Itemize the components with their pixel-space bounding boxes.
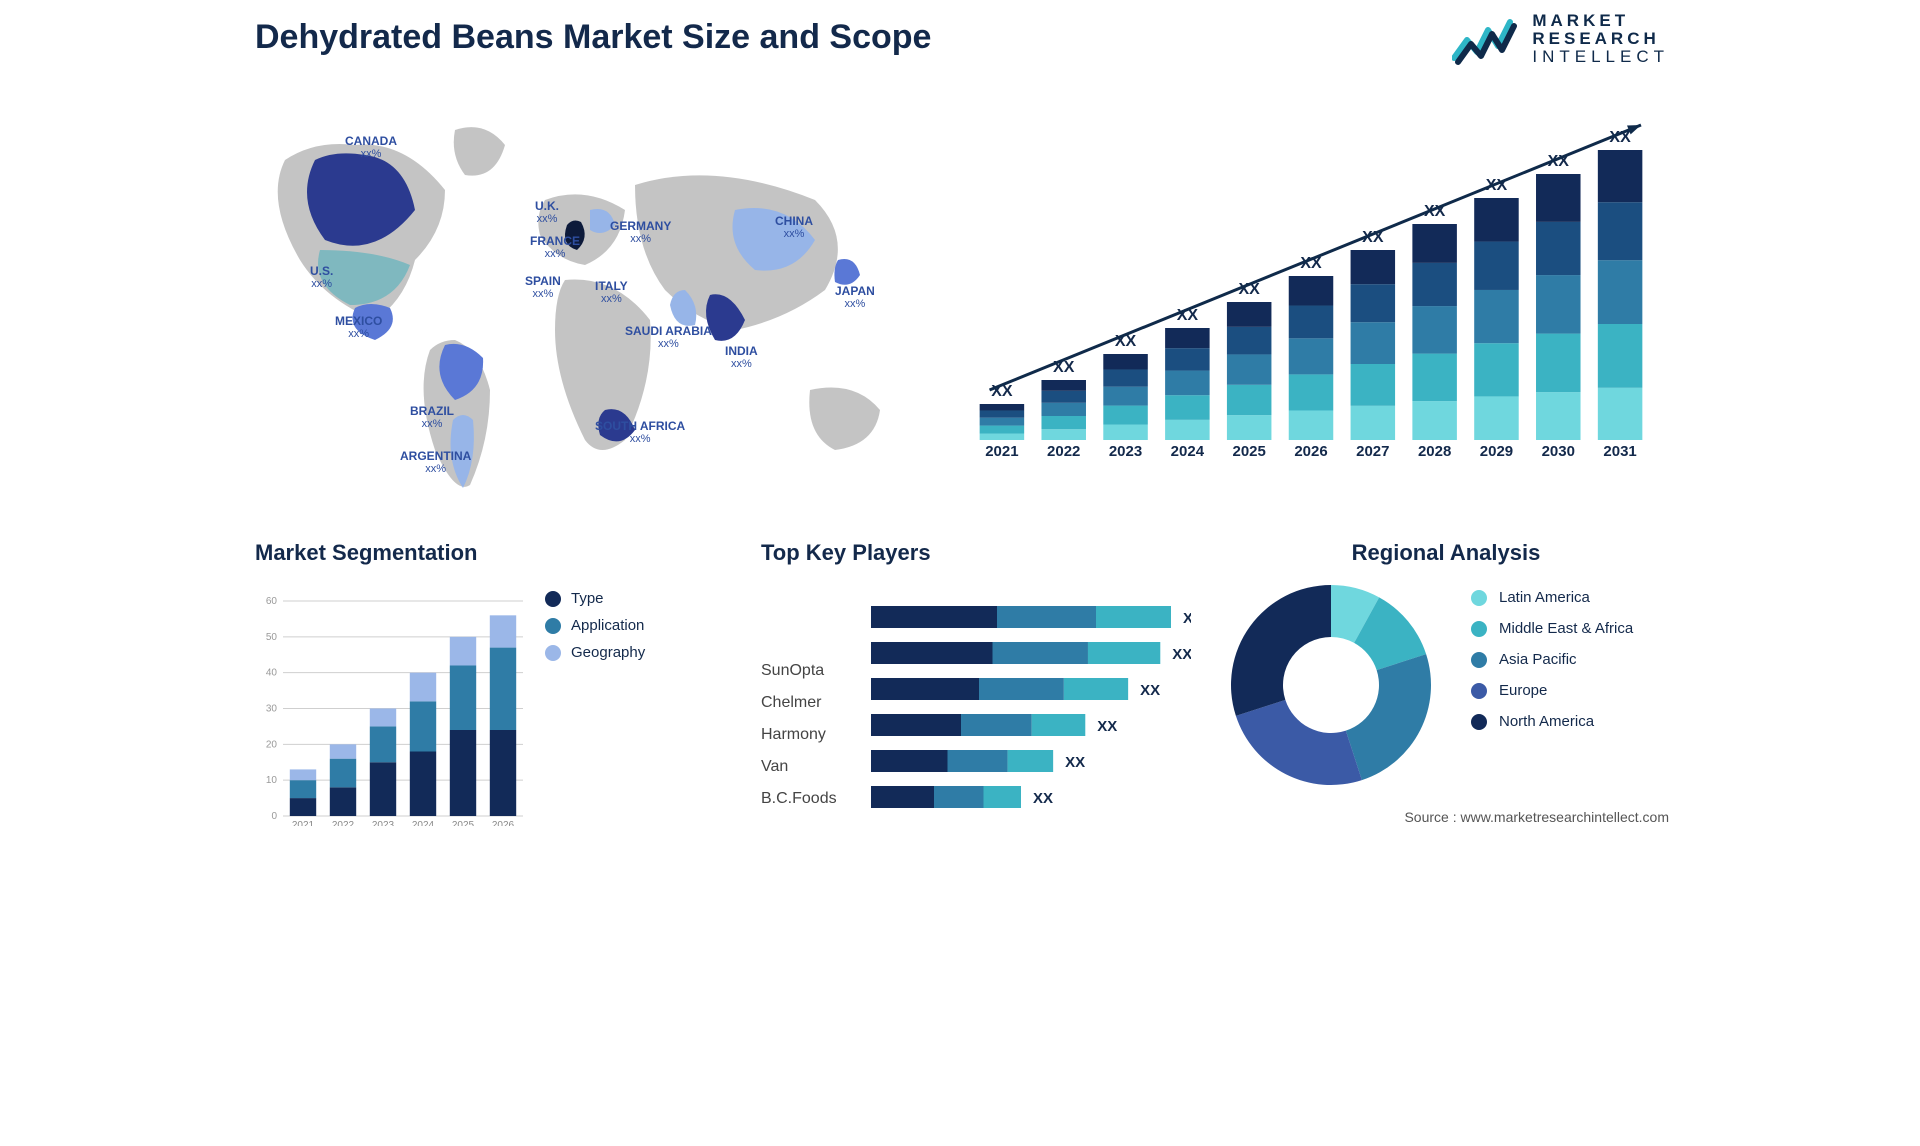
svg-text:XX: XX: [1065, 754, 1085, 771]
svg-text:2030: 2030: [1542, 443, 1575, 460]
infographic-page: Dehydrated Beans Market Size and Scope M…: [221, 0, 1699, 837]
svg-text:2024: 2024: [412, 820, 435, 826]
svg-text:XX: XX: [1172, 646, 1191, 663]
map-label-saudi-arabia: SAUDI ARABIAxx%: [625, 325, 712, 350]
svg-text:2031: 2031: [1603, 443, 1636, 460]
map-label-mexico: MEXICOxx%: [335, 315, 382, 340]
segmentation-legend-item: Application: [545, 617, 645, 634]
svg-text:2026: 2026: [492, 820, 515, 826]
key-players-panel: Top Key Players XX XX XX XX XX XX SunOpta Chel…: [761, 540, 1191, 821]
map-label-france: FRANCExx%: [530, 235, 580, 260]
world-map-panel: CANADAxx% U.S.xx% MEXICOxx% BRAZILxx% ARGENT…: [255, 90, 905, 510]
regional-legend-item: Asia Pacific: [1471, 651, 1633, 668]
key-player-name: SunOpta: [761, 662, 837, 680]
svg-text:40: 40: [266, 668, 278, 679]
map-label-u-s-: U.S.xx%: [310, 265, 333, 290]
regional-donut-chart: [1221, 575, 1441, 795]
map-label-japan: JAPANxx%: [835, 285, 875, 310]
regional-legend-item: Europe: [1471, 682, 1633, 699]
svg-text:10: 10: [266, 775, 278, 786]
svg-text:XX: XX: [1033, 790, 1053, 807]
logo-text: MARKET RESEARCH INTELLECT: [1532, 12, 1669, 66]
regional-legend-item: Middle East & Africa: [1471, 620, 1633, 637]
map-label-italy: ITALYxx%: [595, 280, 628, 305]
key-players-list: SunOpta Chelmer Harmony Van B.C.Foods: [761, 648, 837, 822]
map-label-canada: CANADAxx%: [345, 135, 397, 160]
brand-logo: MARKET RESEARCH INTELLECT: [1452, 12, 1669, 66]
segmentation-chart: 0 10 20 30 40 50 60 2021 2022 2023 2024 2025 2026: [255, 566, 535, 826]
svg-text:2021: 2021: [985, 443, 1018, 460]
svg-text:2027: 2027: [1356, 443, 1389, 460]
svg-text:XX: XX: [1183, 610, 1191, 627]
svg-text:30: 30: [266, 704, 278, 715]
svg-text:2022: 2022: [1047, 443, 1080, 460]
segmentation-legend-item: Type: [545, 590, 645, 607]
svg-text:2026: 2026: [1294, 443, 1327, 460]
key-players-title: Top Key Players: [761, 540, 1191, 566]
svg-text:2029: 2029: [1480, 443, 1513, 460]
map-label-u-k-: U.K.xx%: [535, 200, 559, 225]
regional-panel: Regional Analysis Latin AmericaMiddle Ea…: [1221, 540, 1671, 566]
svg-text:20: 20: [266, 739, 278, 750]
segmentation-title: Market Segmentation: [255, 540, 685, 566]
growth-bar-chart: XX2021XX2022XX2023XX2024XX2025XX2026XX20…: [961, 110, 1661, 480]
svg-text:60: 60: [266, 596, 278, 607]
svg-text:2023: 2023: [372, 820, 395, 826]
map-label-spain: SPAINxx%: [525, 275, 561, 300]
source-attribution: Source : www.marketresearchintellect.com: [1404, 809, 1669, 825]
svg-text:2022: 2022: [332, 820, 355, 826]
key-player-name: Van: [761, 758, 837, 776]
logo-mark-icon: [1452, 12, 1522, 66]
logo-line-1: MARKET: [1532, 12, 1669, 30]
map-label-germany: GERMANYxx%: [610, 220, 671, 245]
map-label-brazil: BRAZILxx%: [410, 405, 454, 430]
key-player-name: B.C.Foods: [761, 790, 837, 808]
svg-text:2028: 2028: [1418, 443, 1451, 460]
regional-legend-item: North America: [1471, 713, 1633, 730]
regional-legend: Latin America Middle East & Africa Asia Pa…: [1471, 575, 1633, 744]
regional-legend-item: Latin America: [1471, 589, 1633, 606]
logo-line-3: INTELLECT: [1532, 48, 1669, 66]
segmentation-legend: Type Application Geography: [545, 580, 645, 671]
svg-text:2025: 2025: [1232, 443, 1265, 460]
segmentation-legend-item: Geography: [545, 644, 645, 661]
svg-text:2024: 2024: [1171, 443, 1205, 460]
svg-text:2025: 2025: [452, 820, 475, 826]
map-label-south-africa: SOUTH AFRICAxx%: [595, 420, 685, 445]
svg-text:2021: 2021: [292, 820, 315, 826]
map-label-india: INDIAxx%: [725, 345, 758, 370]
page-title: Dehydrated Beans Market Size and Scope: [255, 18, 931, 57]
regional-title: Regional Analysis: [1221, 540, 1671, 566]
map-label-china: CHINAxx%: [775, 215, 813, 240]
svg-text:XX: XX: [1097, 718, 1117, 735]
logo-line-2: RESEARCH: [1532, 30, 1669, 48]
key-player-name: Harmony: [761, 726, 837, 744]
svg-text:0: 0: [271, 811, 277, 822]
svg-text:XX: XX: [1140, 682, 1160, 699]
segmentation-panel: Market Segmentation 0 10 20 30 40 50 60 2021 202…: [255, 540, 685, 831]
svg-text:50: 50: [266, 632, 278, 643]
svg-text:2023: 2023: [1109, 443, 1142, 460]
key-player-name: Chelmer: [761, 694, 837, 712]
map-label-argentina: ARGENTINAxx%: [400, 450, 471, 475]
